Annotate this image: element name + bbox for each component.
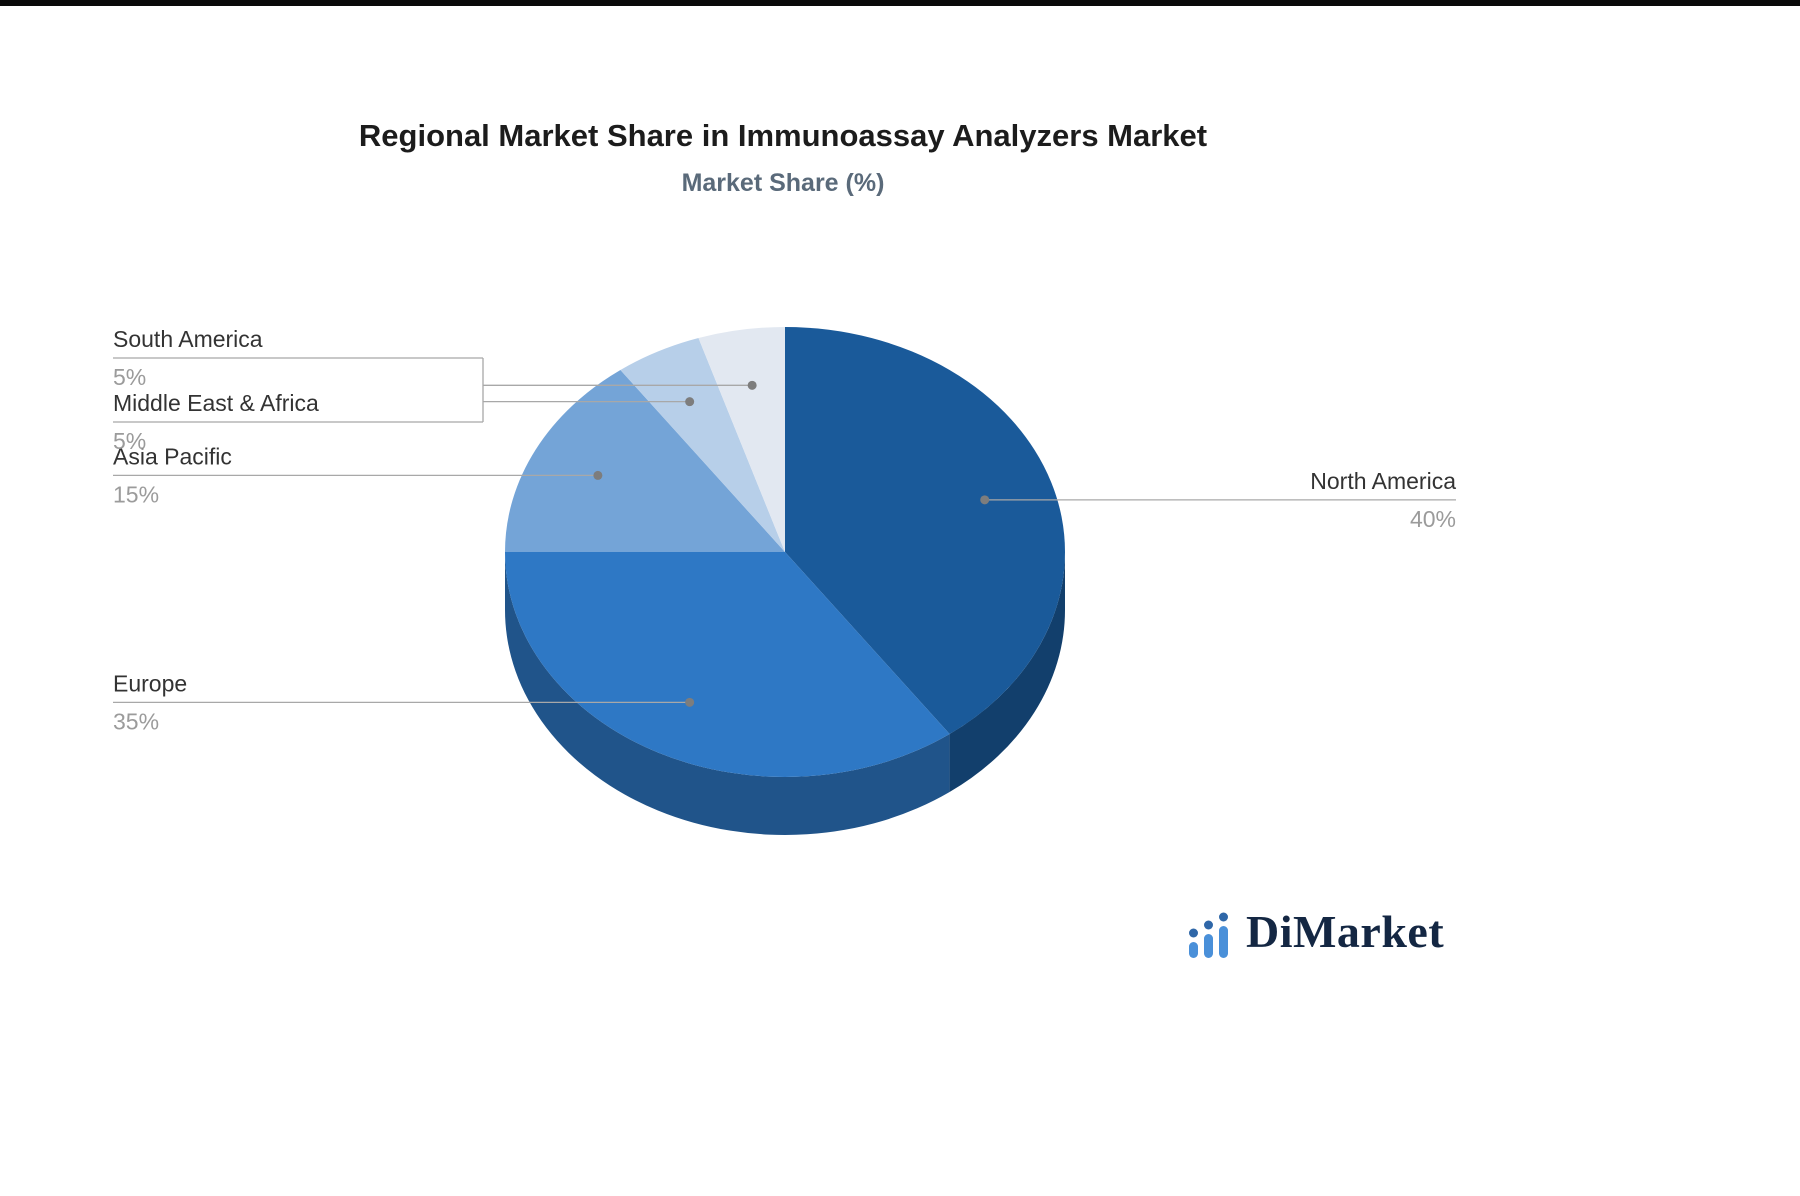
window-top-edge — [0, 0, 1800, 6]
leader-dot — [685, 697, 695, 707]
pie-slice-europe[interactable] — [505, 552, 950, 777]
logo-dot — [1204, 920, 1213, 930]
leader-dot — [980, 495, 990, 505]
logo-bar — [1219, 926, 1228, 958]
slice-value: 5% — [113, 428, 146, 454]
slice-label: Middle East & Africa — [113, 390, 319, 416]
leader-dot — [747, 380, 757, 390]
pie-slice-side-europe — [505, 552, 950, 835]
label-group-europe: Europe 35% — [113, 670, 695, 734]
label-group-asia-pacific: Asia Pacific 15% — [113, 443, 603, 507]
leader-dot — [593, 470, 603, 480]
slice-label: Asia Pacific — [113, 443, 232, 469]
slice-label: North America — [1310, 468, 1456, 494]
logo-bar — [1189, 942, 1198, 958]
pie-slice-side-north-america — [949, 552, 1065, 793]
brand-logo: DiMarket — [1188, 906, 1444, 958]
chart-title: Regional Market Share in Immunoassay Ana… — [358, 118, 1208, 153]
leader-dot — [685, 397, 695, 407]
logo-dot — [1189, 928, 1198, 938]
pie-slice-asia-pacific[interactable] — [505, 369, 785, 552]
pie-slice-middle-east-africa[interactable] — [620, 338, 785, 552]
logo-bar — [1204, 934, 1213, 958]
bar-chart-icon — [1189, 912, 1228, 958]
label-group-south-america: South America 5% — [113, 326, 757, 390]
pie-slice-north-america[interactable] — [785, 327, 1065, 735]
slice-value: 15% — [113, 481, 159, 507]
pie-slice-south-america[interactable] — [698, 327, 785, 552]
chart-subtitle: Market Share (%) — [681, 169, 885, 197]
slice-value: 40% — [1410, 506, 1456, 532]
logo-dot — [1219, 912, 1228, 922]
slice-value: 5% — [113, 364, 146, 390]
slice-label: Europe — [113, 670, 187, 696]
label-group-north-america: North America 40% — [980, 468, 1456, 532]
slice-label: South America — [113, 326, 263, 352]
slice-value: 35% — [113, 708, 159, 734]
brand-name: DiMarket — [1246, 906, 1445, 957]
